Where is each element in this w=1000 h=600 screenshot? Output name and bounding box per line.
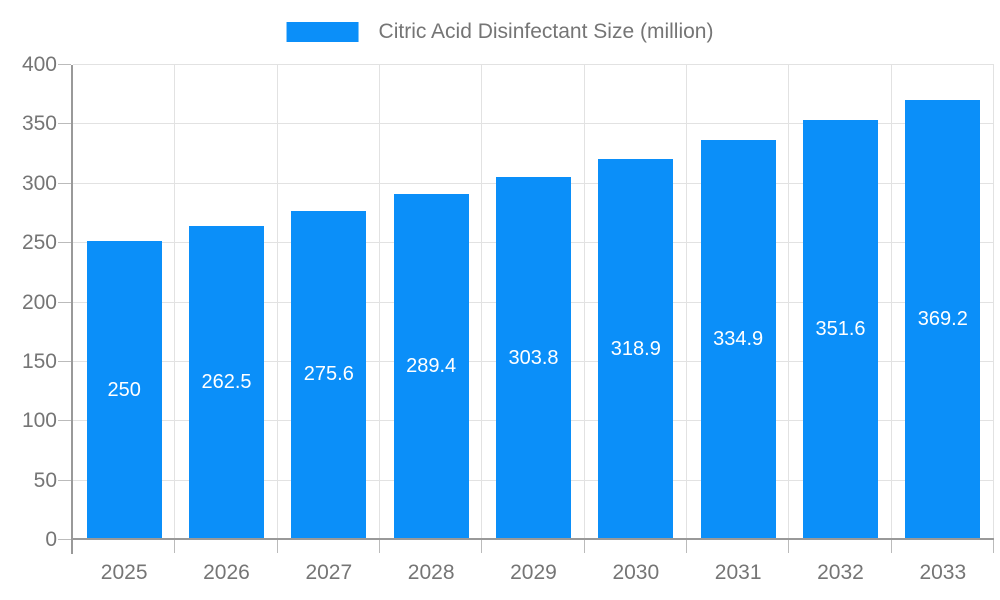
bar-2033[interactable]: 369.2 bbox=[905, 99, 981, 538]
y-axis-tick-label: 250 bbox=[21, 231, 57, 255]
bar-value-label: 289.4 bbox=[406, 355, 457, 378]
bar-value-label: 250 bbox=[107, 378, 141, 401]
x-tick-mark bbox=[993, 540, 994, 553]
x-tick-mark bbox=[890, 540, 892, 553]
y-tick-mark bbox=[58, 182, 71, 184]
y-tick-mark bbox=[58, 301, 71, 303]
legend-label: Citric Acid Disinfectant Size (million) bbox=[378, 20, 714, 43]
legend-swatch bbox=[286, 22, 359, 42]
legend-item[interactable]: Citric Acid Disinfectant Size (million) bbox=[286, 18, 714, 46]
y-axis-tick-label: 0 bbox=[45, 528, 57, 551]
bar-2027[interactable]: 275.6 bbox=[291, 210, 367, 538]
y-axis-tick-label: 150 bbox=[21, 349, 57, 373]
bar-2030[interactable]: 318.9 bbox=[598, 159, 674, 538]
bar-value-label: 369.2 bbox=[917, 307, 968, 330]
x-gridline bbox=[686, 65, 687, 538]
y-tick-mark bbox=[58, 64, 71, 65]
y-axis-tick-label: 200 bbox=[21, 290, 57, 314]
x-gridline bbox=[379, 65, 380, 538]
y-tick-mark bbox=[58, 242, 71, 244]
bar-2026[interactable]: 262.5 bbox=[189, 226, 264, 538]
x-gridline bbox=[993, 65, 994, 538]
y-axis-line bbox=[71, 65, 73, 554]
x-axis-tick-label: 2032 bbox=[817, 561, 864, 584]
y-axis-tick-label: 100 bbox=[21, 409, 57, 433]
x-gridline bbox=[174, 65, 176, 538]
y-gridline bbox=[73, 64, 994, 65]
y-tick-mark bbox=[58, 123, 71, 125]
bar-2031[interactable]: 334.9 bbox=[700, 140, 776, 538]
x-gridline bbox=[583, 65, 585, 538]
y-tick-mark bbox=[58, 360, 71, 362]
x-axis-tick-label: 2028 bbox=[407, 561, 455, 584]
x-tick-mark bbox=[276, 540, 278, 553]
bar-value-label: 334.9 bbox=[713, 328, 764, 351]
x-axis-tick-label: 2025 bbox=[100, 561, 148, 584]
x-gridline bbox=[788, 65, 790, 538]
bar-value-label: 318.9 bbox=[610, 337, 661, 360]
x-tick-mark bbox=[481, 540, 483, 553]
bar-2028[interactable]: 289.4 bbox=[393, 194, 469, 538]
x-axis-tick-label: 2033 bbox=[919, 561, 967, 584]
x-gridline bbox=[481, 65, 483, 538]
x-axis-tick-label: 2026 bbox=[203, 561, 250, 584]
x-tick-mark bbox=[379, 540, 380, 553]
bar-value-label: 303.8 bbox=[508, 346, 559, 369]
bar-value-label: 262.5 bbox=[201, 371, 252, 394]
y-gridline bbox=[73, 123, 994, 125]
x-axis-tick-label: 2030 bbox=[612, 561, 660, 584]
bar-2029[interactable]: 303.8 bbox=[496, 177, 571, 538]
x-axis-tick-label: 2031 bbox=[714, 561, 762, 584]
y-axis-tick-label: 350 bbox=[21, 112, 57, 136]
bar-value-label: 275.6 bbox=[303, 363, 354, 386]
x-tick-mark bbox=[686, 540, 687, 553]
y-tick-mark bbox=[58, 479, 71, 481]
x-axis-labels: 2025 2026 2027 2028 2029 2030 2031 2032 2033 bbox=[0, 559, 1000, 589]
y-axis-tick-label: 300 bbox=[21, 171, 57, 195]
y-axis-tick-label: 50 bbox=[33, 468, 57, 492]
bar-2025[interactable]: 250 bbox=[86, 241, 162, 538]
x-gridline bbox=[890, 65, 892, 538]
x-tick-mark bbox=[174, 540, 176, 553]
x-axis-line bbox=[71, 538, 994, 540]
y-tick-mark bbox=[58, 539, 71, 540]
bar-value-label: 351.6 bbox=[815, 318, 866, 341]
plot-area: 250 262.5 275.6 289.4 303.8 318.9 334.9 351.6 36… bbox=[58, 64, 994, 554]
x-axis-tick-label: 2027 bbox=[305, 561, 353, 584]
x-gridline bbox=[276, 65, 278, 538]
y-tick-mark bbox=[58, 420, 71, 422]
x-axis-tick-label: 2029 bbox=[510, 561, 557, 584]
bar-2032[interactable]: 351.6 bbox=[803, 120, 878, 538]
x-tick-mark bbox=[788, 540, 790, 553]
y-axis-tick-label: 400 bbox=[21, 53, 57, 76]
x-tick-mark bbox=[583, 540, 585, 553]
